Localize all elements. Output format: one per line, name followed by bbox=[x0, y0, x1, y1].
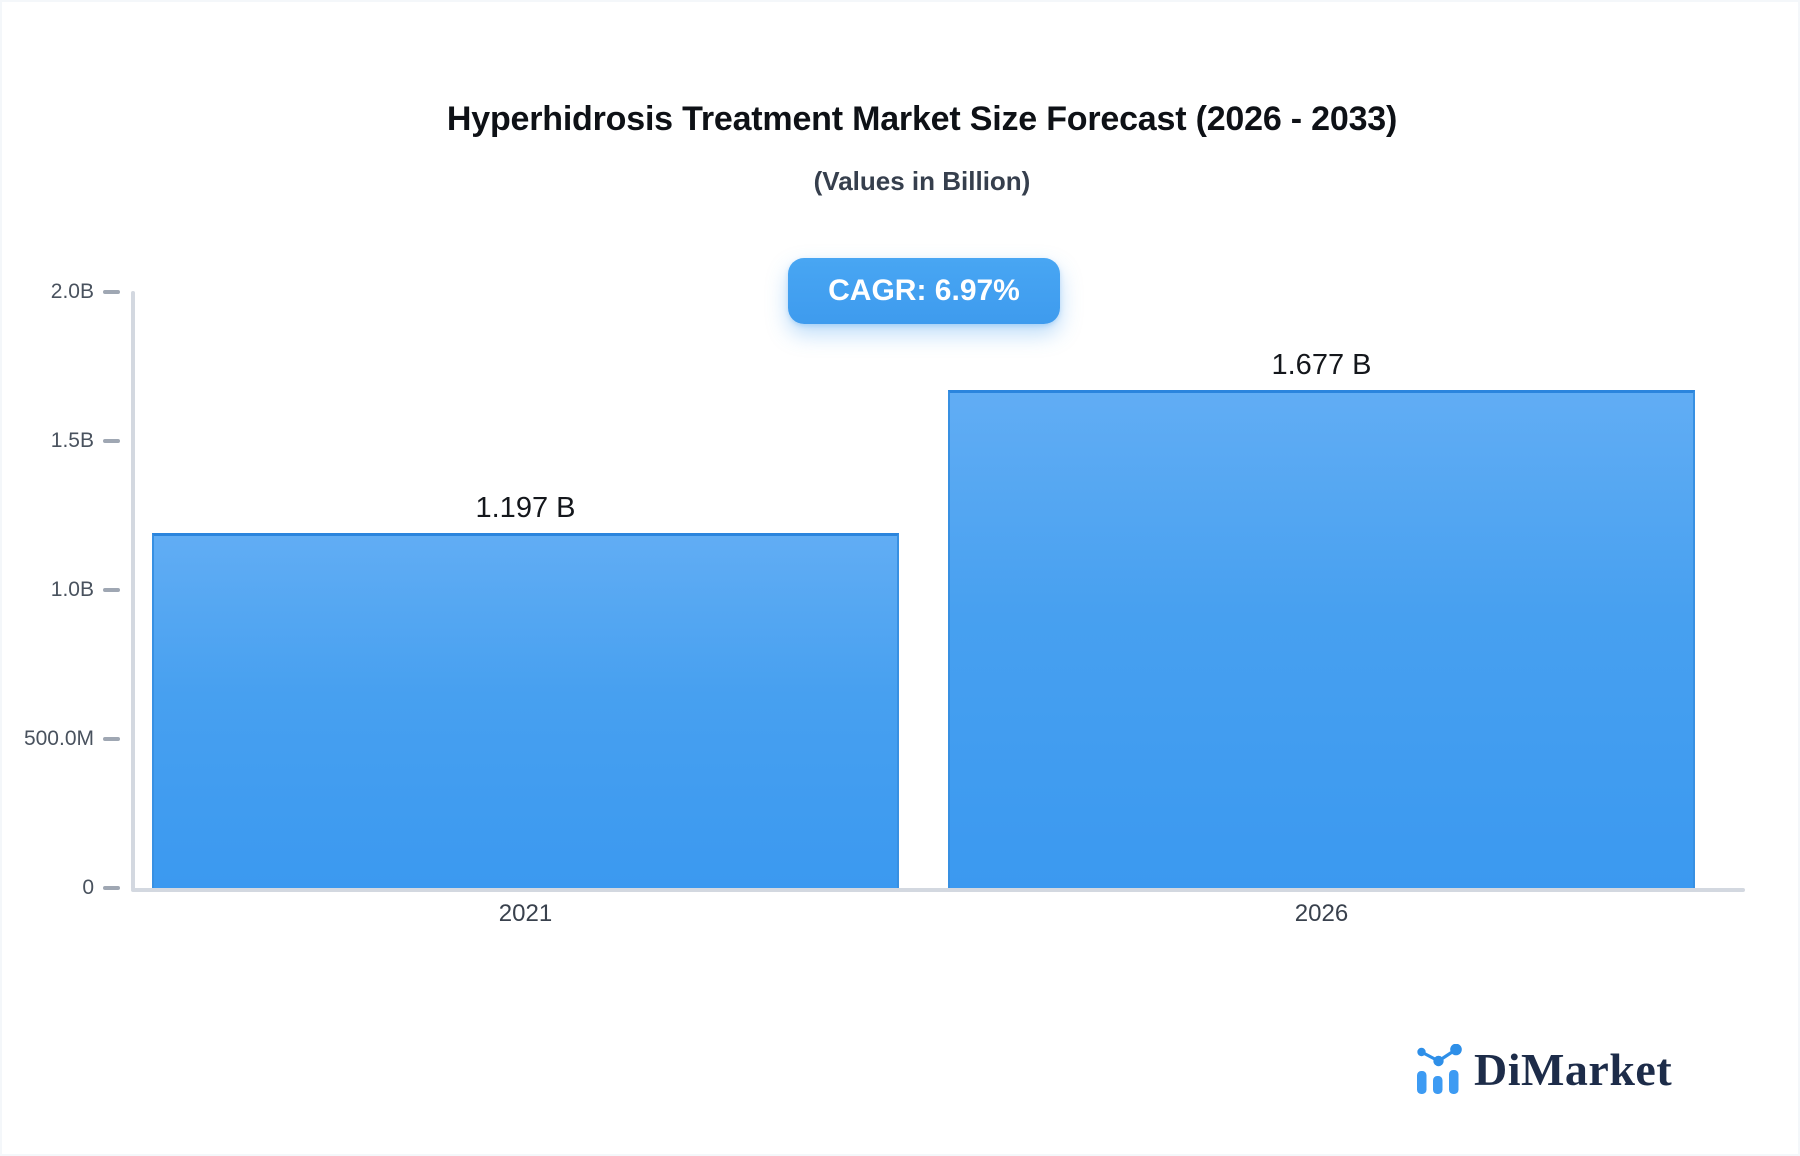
cagr-badge: CAGR: 6.97% bbox=[788, 258, 1060, 324]
y-tick-mark bbox=[103, 290, 120, 294]
y-tick-label: 0 bbox=[82, 876, 94, 899]
chart-subtitle: (Values in Billion) bbox=[813, 166, 1031, 196]
bar-2026 bbox=[948, 390, 1695, 888]
cagr-badge-label: CAGR: 6.97% bbox=[828, 274, 1020, 307]
brand-wordmark: DiMarket bbox=[1474, 1044, 1673, 1095]
y-axis-line bbox=[131, 291, 135, 890]
brand-logo: DiMarket bbox=[1416, 1044, 1672, 1094]
y-tick-label: 1.5B bbox=[50, 429, 94, 452]
x-axis-line bbox=[131, 888, 1745, 892]
y-tick-label: 1.0B bbox=[50, 578, 94, 601]
bar-value-label: 1.197 B bbox=[475, 492, 576, 524]
bar-2021 bbox=[152, 533, 899, 888]
x-axis-label-2026: 2026 bbox=[1294, 900, 1349, 927]
y-tick-mark bbox=[103, 439, 120, 443]
y-tick-label: 500.0M bbox=[23, 727, 94, 750]
y-tick-mark bbox=[103, 886, 120, 890]
bar-line-chart-icon bbox=[1417, 1044, 1462, 1094]
y-tick-mark bbox=[103, 737, 120, 741]
chart-title: Hyperhidrosis Treatment Market Size Fore… bbox=[446, 100, 1398, 138]
y-tick-label: 2.0B bbox=[50, 280, 94, 303]
bar-value-label: 1.677 B bbox=[1271, 349, 1372, 381]
y-tick-mark bbox=[103, 588, 120, 592]
x-axis-label-2021: 2021 bbox=[498, 900, 553, 927]
